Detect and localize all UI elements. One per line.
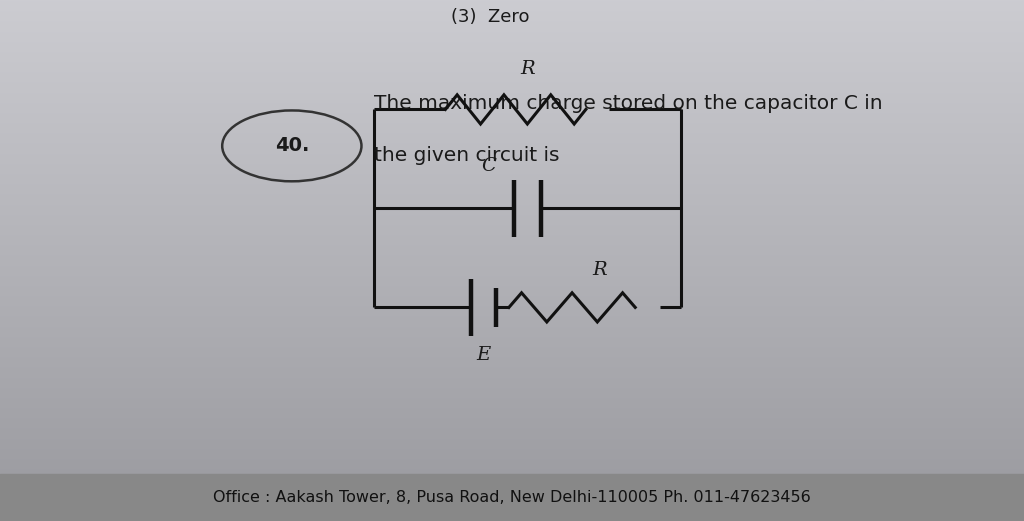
Text: R: R	[593, 260, 607, 279]
Text: The maximum charge stored on the capacitor C in: The maximum charge stored on the capacit…	[374, 94, 883, 113]
Text: R: R	[520, 60, 535, 78]
Text: the given circuit is: the given circuit is	[374, 146, 559, 165]
Text: E: E	[476, 346, 490, 365]
Text: C: C	[481, 156, 496, 175]
Text: (3)  Zero: (3) Zero	[451, 8, 529, 26]
Text: 40.: 40.	[274, 137, 309, 155]
Text: Office : Aakash Tower, 8, Pusa Road, New Delhi-110005 Ph. 011-47623456: Office : Aakash Tower, 8, Pusa Road, New…	[213, 490, 811, 505]
